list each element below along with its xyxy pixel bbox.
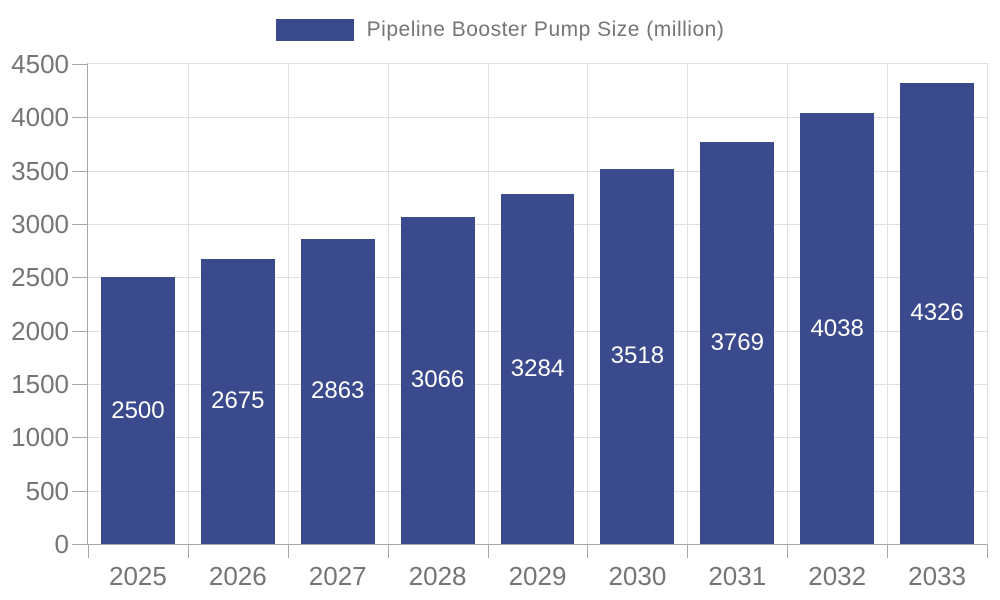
gridline-vertical bbox=[887, 64, 889, 544]
bar-2026[interactable]: 2675 bbox=[200, 258, 275, 544]
y-axis-tick bbox=[72, 437, 87, 439]
bar-value-label: 2675 bbox=[211, 387, 265, 415]
plot-area: 0 500 1000 1500 2000 2500 3000 3500 4000 4500 2500… bbox=[11, 49, 988, 591]
bar-value-label: 3769 bbox=[710, 328, 764, 356]
y-axis-label: 2000 bbox=[11, 315, 69, 346]
bar-2025[interactable]: 2500 bbox=[100, 277, 175, 544]
y-axis-label: 1000 bbox=[11, 422, 69, 453]
gridline-vertical bbox=[687, 64, 689, 544]
bar-value-label: 3518 bbox=[610, 342, 665, 370]
x-axis-tick bbox=[487, 545, 489, 558]
y-axis-tick bbox=[72, 544, 87, 545]
x-axis-tick bbox=[587, 545, 589, 558]
gridline-vertical bbox=[187, 64, 189, 544]
y-axis-tick bbox=[72, 277, 87, 279]
gridline-vertical bbox=[487, 64, 489, 544]
x-axis-tick bbox=[88, 545, 89, 558]
x-axis-tick bbox=[787, 545, 789, 558]
x-axis-label: 2032 bbox=[808, 561, 867, 591]
x-axis-label: 2027 bbox=[308, 561, 367, 591]
bar-2027[interactable]: 2863 bbox=[300, 238, 375, 544]
legend-swatch bbox=[275, 19, 354, 41]
bar-2029[interactable]: 3284 bbox=[500, 193, 575, 544]
bar-value-label: 4326 bbox=[910, 299, 964, 327]
legend-label: Pipeline Booster Pump Size (million) bbox=[366, 18, 725, 41]
x-axis-tick bbox=[287, 545, 289, 558]
x-axis-label: 2025 bbox=[109, 561, 167, 591]
y-axis-label: 0 bbox=[54, 529, 69, 559]
y-axis-label: 4500 bbox=[11, 49, 69, 79]
x-axis-tick bbox=[187, 545, 189, 558]
bar-2030[interactable]: 3518 bbox=[600, 168, 675, 544]
x-axis-label: 2028 bbox=[408, 561, 467, 591]
y-axis-tick bbox=[72, 170, 87, 172]
x-axis-label: 2033 bbox=[908, 561, 966, 591]
bar-2031[interactable]: 3769 bbox=[700, 141, 775, 544]
x-axis-label: 2026 bbox=[208, 561, 267, 591]
y-axis-label: 1500 bbox=[11, 369, 69, 399]
y-axis-tick bbox=[72, 224, 87, 225]
bar-value-label: 2863 bbox=[311, 377, 365, 405]
legend[interactable]: Pipeline Booster Pump Size (million) bbox=[0, 18, 1000, 42]
x-axis-tick bbox=[987, 545, 988, 558]
x-axis-label: 2030 bbox=[608, 561, 667, 591]
gridline-vertical bbox=[787, 64, 789, 544]
gridline-vertical bbox=[287, 64, 289, 544]
x-axis-tick bbox=[687, 545, 689, 558]
bar-2028[interactable]: 3066 bbox=[400, 216, 475, 544]
y-axis-tick bbox=[72, 64, 87, 65]
gridline-vertical bbox=[387, 64, 389, 544]
gridline-vertical bbox=[587, 64, 589, 544]
y-axis-label: 3500 bbox=[11, 155, 69, 186]
y-axis-tick bbox=[72, 330, 87, 332]
bar-value-label: 2500 bbox=[111, 396, 165, 424]
y-axis-tick bbox=[72, 384, 87, 385]
gridline-horizontal bbox=[88, 170, 987, 172]
y-axis-tick bbox=[72, 490, 87, 492]
y-axis-label: 3000 bbox=[11, 209, 69, 239]
bar-value-label: 3066 bbox=[410, 366, 465, 394]
y-axis-label: 2500 bbox=[11, 262, 69, 293]
x-axis-label: 2029 bbox=[508, 561, 567, 591]
y-axis-tick bbox=[72, 117, 87, 119]
bar-2033[interactable]: 4326 bbox=[900, 82, 974, 544]
bar-2032[interactable]: 4038 bbox=[800, 113, 875, 544]
x-axis-label: 2031 bbox=[708, 561, 767, 591]
x-axis-tick bbox=[887, 545, 889, 558]
bar-value-label: 3284 bbox=[510, 354, 565, 382]
y-axis-label: 500 bbox=[25, 475, 69, 506]
gridline-horizontal bbox=[88, 117, 987, 119]
x-axis-tick bbox=[387, 545, 389, 558]
y-axis-label: 4000 bbox=[11, 102, 69, 133]
bar-value-label: 4038 bbox=[810, 314, 864, 342]
